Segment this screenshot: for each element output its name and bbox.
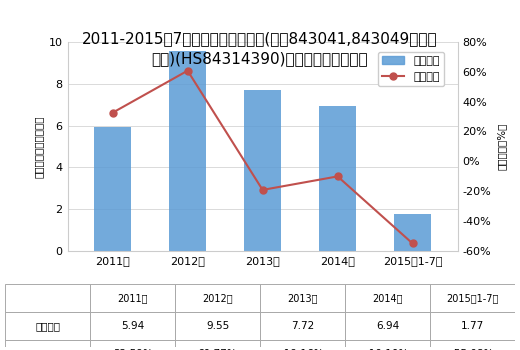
Bar: [5, 284, 90, 312]
Bar: [5, 340, 90, 350]
Bar: [169, 51, 206, 251]
Text: 2011-2015年7月其他凿井机用零件(子目843041,843049所列机
械的)(HS84314390)进口总额及增速统计: 2011-2015年7月其他凿井机用零件(子目843041,843049所列机 …: [82, 32, 438, 66]
Text: 2012年: 2012年: [202, 293, 233, 303]
Text: 2015年1-7月: 2015年1-7月: [446, 293, 499, 303]
Bar: [319, 106, 356, 251]
Text: -10.10%: -10.10%: [366, 349, 409, 350]
Legend: 进口金额, 同比增长: 进口金额, 同比增长: [378, 52, 444, 86]
Text: 2014年: 2014年: [372, 293, 402, 303]
Bar: [90, 340, 175, 350]
Bar: [244, 90, 281, 251]
Bar: [260, 284, 345, 312]
Text: 9.55: 9.55: [206, 321, 229, 331]
Bar: [260, 312, 345, 340]
Text: -55.08%: -55.08%: [451, 349, 494, 350]
Y-axis label: 进口金额（百万美元）: 进口金额（百万美元）: [33, 115, 43, 178]
Text: 2013年: 2013年: [287, 293, 318, 303]
Y-axis label: 同比增长（%）: 同比增长（%）: [497, 123, 507, 170]
Text: 5.94: 5.94: [121, 321, 144, 331]
Text: 1.77: 1.77: [461, 321, 484, 331]
Bar: [90, 284, 175, 312]
Text: 进口金额: 进口金额: [35, 321, 60, 331]
Bar: [345, 284, 430, 312]
Bar: [94, 127, 132, 251]
Text: 7.72: 7.72: [291, 321, 314, 331]
Bar: [394, 214, 432, 251]
Bar: [90, 312, 175, 340]
Bar: [430, 284, 515, 312]
Bar: [345, 312, 430, 340]
Text: 2011年: 2011年: [118, 293, 148, 303]
Text: 同比增长: 同比增长: [35, 349, 60, 350]
Bar: [430, 340, 515, 350]
Bar: [5, 312, 90, 340]
Text: -19.16%: -19.16%: [281, 349, 324, 350]
Bar: [175, 340, 260, 350]
Text: 32.59%: 32.59%: [113, 349, 152, 350]
Text: 6.94: 6.94: [376, 321, 399, 331]
Bar: [175, 284, 260, 312]
Bar: [430, 312, 515, 340]
Bar: [260, 340, 345, 350]
Text: 60.77%: 60.77%: [198, 349, 237, 350]
Bar: [345, 340, 430, 350]
Bar: [175, 312, 260, 340]
